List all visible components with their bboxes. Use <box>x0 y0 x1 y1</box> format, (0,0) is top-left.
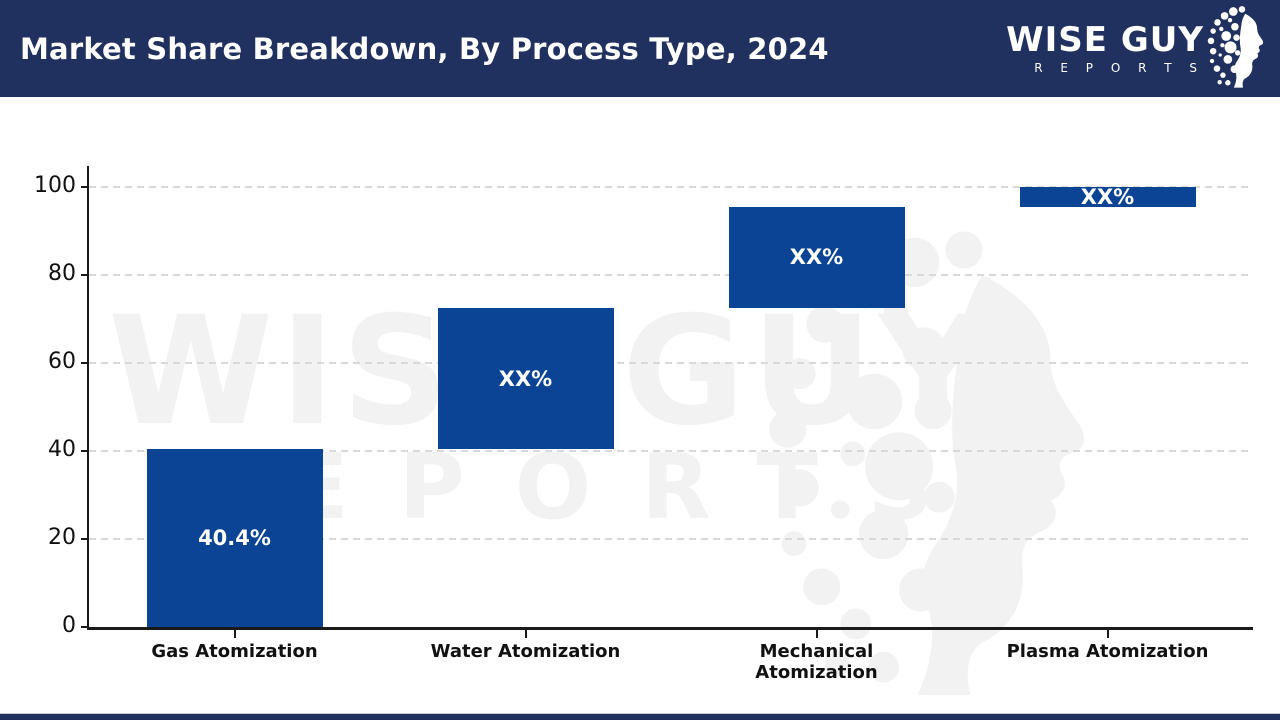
bar-value-label-mechanical-atomization: XX% <box>789 245 844 270</box>
bar-mechanical-atomization: XX% <box>728 206 905 308</box>
x-axis-tick-gas-atomization <box>233 630 236 638</box>
y-axis-tick-40 <box>81 450 88 452</box>
x-axis-tick-mechanical-atomization <box>815 630 818 638</box>
y-axis-tick-label-20: 20 <box>48 525 76 550</box>
y-axis-tick-label-40: 40 <box>48 437 76 462</box>
gridline-20 <box>89 538 1253 540</box>
logo-text: WISE GUY R E P O R T S <box>1006 22 1204 76</box>
y-axis-tick-label-100: 100 <box>34 173 76 198</box>
gridline-40 <box>89 450 1253 452</box>
logo-wordmark: WISE GUY <box>1006 19 1204 60</box>
bar-value-label-gas-atomization: 40.4% <box>198 526 271 551</box>
bar-plasma-atomization: XX% <box>1019 184 1196 209</box>
y-axis-tick-label-0: 0 <box>62 613 76 638</box>
wise-guy-logo: WISE GUY R E P O R T S <box>1006 5 1266 92</box>
bar-value-label-water-atomization: XX% <box>498 366 553 391</box>
logo-subtext: R E P O R T S <box>1034 60 1204 75</box>
bar-water-atomization: XX% <box>437 308 614 450</box>
header: Market Share Breakdown, By Process Type,… <box>0 0 1280 97</box>
y-axis-tick-60 <box>81 362 88 364</box>
gridline-80 <box>89 274 1253 276</box>
bar-value-label-plasma-atomization: XX% <box>1080 184 1135 209</box>
category-label-plasma-atomization: Plasma Atomization <box>1006 641 1209 662</box>
category-label-mechanical-atomization: Mechanical Atomization <box>755 641 878 683</box>
y-axis-line <box>87 166 89 627</box>
category-label-gas-atomization: Gas Atomization <box>151 641 318 662</box>
bar-gas-atomization: 40.4% <box>146 449 323 627</box>
x-axis-line <box>87 627 1253 630</box>
category-label-water-atomization: Water Atomization <box>430 641 621 662</box>
gridline-60 <box>89 362 1253 364</box>
y-axis-tick-80 <box>81 274 88 276</box>
x-axis-tick-plasma-atomization <box>1106 630 1109 638</box>
x-axis-tick-water-atomization <box>524 630 527 638</box>
y-axis-tick-label-60: 60 <box>48 349 76 374</box>
footer-bar <box>0 713 1280 720</box>
chart-title: Market Share Breakdown, By Process Type,… <box>20 31 829 66</box>
y-axis-tick-label-80: 80 <box>48 261 76 286</box>
logo-face-icon <box>1207 6 1264 88</box>
y-axis-tick-100 <box>81 186 88 188</box>
y-axis-tick-0 <box>81 626 88 628</box>
y-axis-tick-20 <box>81 538 88 540</box>
gridline-100 <box>89 186 1253 188</box>
